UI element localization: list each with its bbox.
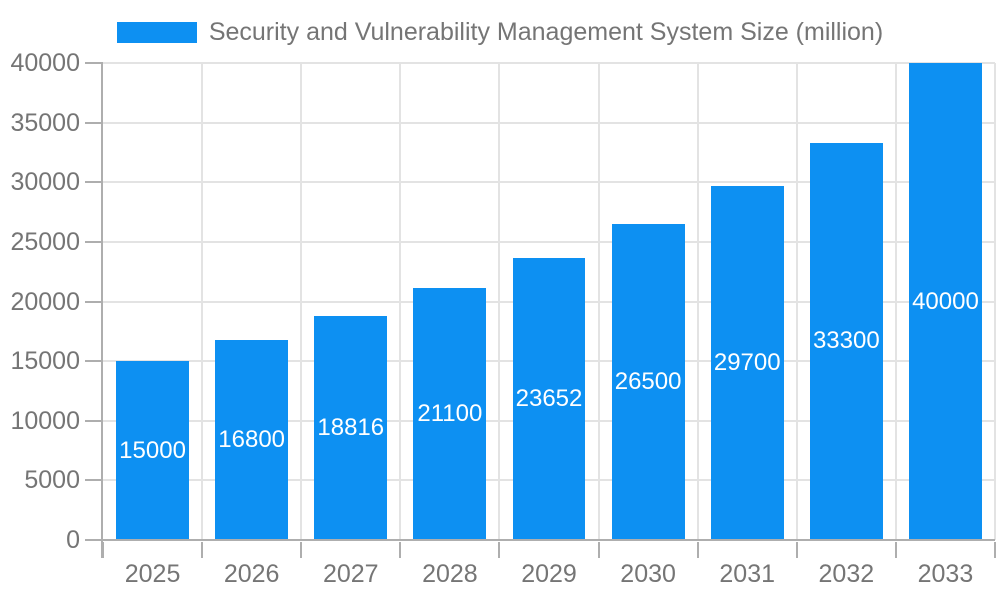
gridline-vertical — [795, 63, 798, 540]
bar[interactable] — [710, 185, 784, 540]
y-axis-label: 25000 — [10, 227, 80, 256]
y-axis-tick — [85, 300, 103, 303]
bar-value-label: 40000 — [912, 287, 979, 315]
gridline-vertical — [300, 63, 303, 540]
legend-label: Security and Vulnerability Management Sy… — [208, 18, 884, 46]
gridline-horizontal — [103, 62, 995, 64]
x-axis-label: 2027 — [322, 560, 379, 588]
y-axis-tick — [85, 181, 103, 184]
gridline-horizontal — [103, 121, 995, 124]
bar[interactable] — [116, 361, 189, 540]
x-axis-label: 2026 — [223, 560, 280, 588]
y-axis-label: 30000 — [10, 168, 80, 197]
bar[interactable] — [611, 223, 685, 540]
plot-area: 15000 16800 18816 21100 23652 26500 29700 33300… — [103, 62, 996, 540]
y-axis-tick — [85, 360, 103, 363]
bar[interactable] — [512, 257, 586, 540]
x-axis-tick — [994, 542, 996, 558]
gridline-vertical — [994, 63, 996, 540]
x-axis-label: 2032 — [818, 560, 875, 588]
y-axis-label: 35000 — [10, 108, 80, 137]
x-axis-baseline — [103, 539, 995, 541]
y-axis-label: 20000 — [10, 287, 80, 316]
x-axis-tick — [498, 542, 501, 558]
y-axis-tick — [85, 121, 103, 124]
gridline-vertical — [399, 63, 402, 540]
y-axis-label: 40000 — [10, 49, 80, 77]
bar-value-label: 16800 — [218, 425, 286, 453]
bar-value-label: 18816 — [317, 413, 385, 441]
gridline-vertical — [201, 63, 204, 540]
x-axis-tick — [201, 542, 204, 558]
bar[interactable] — [314, 315, 388, 540]
x-axis: 2025 2026 2027 2028 2029 2030 2031 2032 2033 — [103, 556, 995, 592]
x-axis-tick — [102, 542, 104, 558]
y-axis-tick — [85, 419, 103, 422]
legend[interactable]: Security and Vulnerability Management Sy… — [0, 18, 1000, 47]
y-axis-label: 0 — [66, 526, 80, 554]
x-axis-tick — [894, 542, 897, 558]
x-axis-label: 2033 — [917, 560, 974, 588]
bar[interactable] — [215, 339, 289, 540]
bar-value-label: 29700 — [713, 348, 781, 376]
bar-value-label: 33300 — [812, 327, 880, 355]
gridline-horizontal — [103, 181, 995, 184]
y-axis-tick — [85, 240, 103, 243]
bar-value-label: 23652 — [515, 384, 583, 412]
y-axis-tick — [85, 539, 103, 541]
y-axis-label: 5000 — [24, 466, 80, 495]
bar-value-label: 21100 — [417, 400, 483, 428]
gridline-horizontal — [103, 240, 995, 243]
gridline-vertical — [696, 63, 699, 540]
bar[interactable] — [413, 288, 487, 540]
y-axis-tick — [85, 479, 103, 482]
bar-value-label: 15000 — [119, 436, 186, 464]
x-axis-label: 2029 — [521, 560, 577, 588]
y-axis: 0 5000 10000 15000 20000 25000 30000 35000 40000 — [0, 49, 80, 554]
gridline-vertical — [498, 63, 501, 540]
y-axis-label: 10000 — [10, 406, 80, 435]
bar-value-label: 26500 — [614, 367, 682, 395]
x-axis-tick — [696, 542, 699, 558]
x-axis-tick — [399, 542, 402, 558]
x-axis-tick — [300, 542, 303, 558]
legend-swatch-icon — [116, 22, 197, 43]
x-axis-label: 2028 — [422, 560, 478, 588]
x-axis-label: 2025 — [124, 560, 181, 588]
gridline-vertical — [894, 63, 897, 540]
x-axis-tick — [597, 542, 600, 558]
y-axis-tick — [85, 62, 103, 64]
x-axis-label: 2031 — [719, 560, 776, 588]
gridline-vertical — [597, 63, 600, 540]
x-axis-label: 2030 — [620, 560, 676, 588]
bar[interactable] — [809, 142, 883, 540]
bar[interactable] — [909, 63, 982, 540]
y-axis-line — [101, 63, 103, 558]
x-axis-tick — [795, 542, 798, 558]
y-axis-label: 15000 — [10, 347, 80, 376]
